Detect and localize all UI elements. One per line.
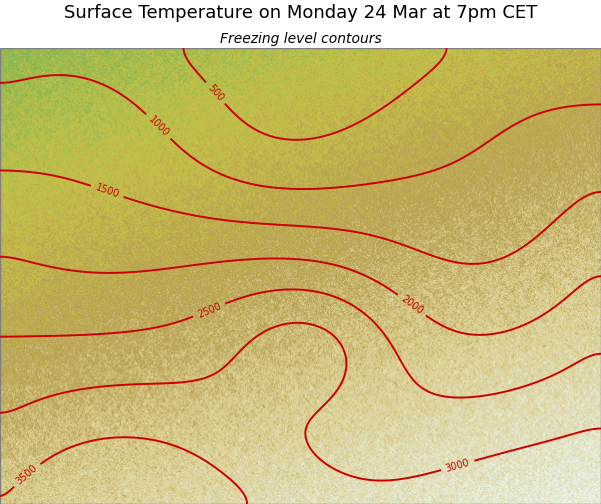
Text: Surface Temperature on Monday 24 Mar at 7pm CET: Surface Temperature on Monday 24 Mar at … xyxy=(64,5,537,22)
Text: Freezing level contours: Freezing level contours xyxy=(219,32,382,46)
Text: 2500: 2500 xyxy=(196,301,222,320)
Text: 1500: 1500 xyxy=(94,182,120,200)
Text: 500: 500 xyxy=(206,83,225,103)
Text: 3000: 3000 xyxy=(445,457,471,474)
Text: 2000: 2000 xyxy=(399,294,425,317)
Text: 3500: 3500 xyxy=(14,463,40,487)
Text: 1000: 1000 xyxy=(146,114,171,139)
